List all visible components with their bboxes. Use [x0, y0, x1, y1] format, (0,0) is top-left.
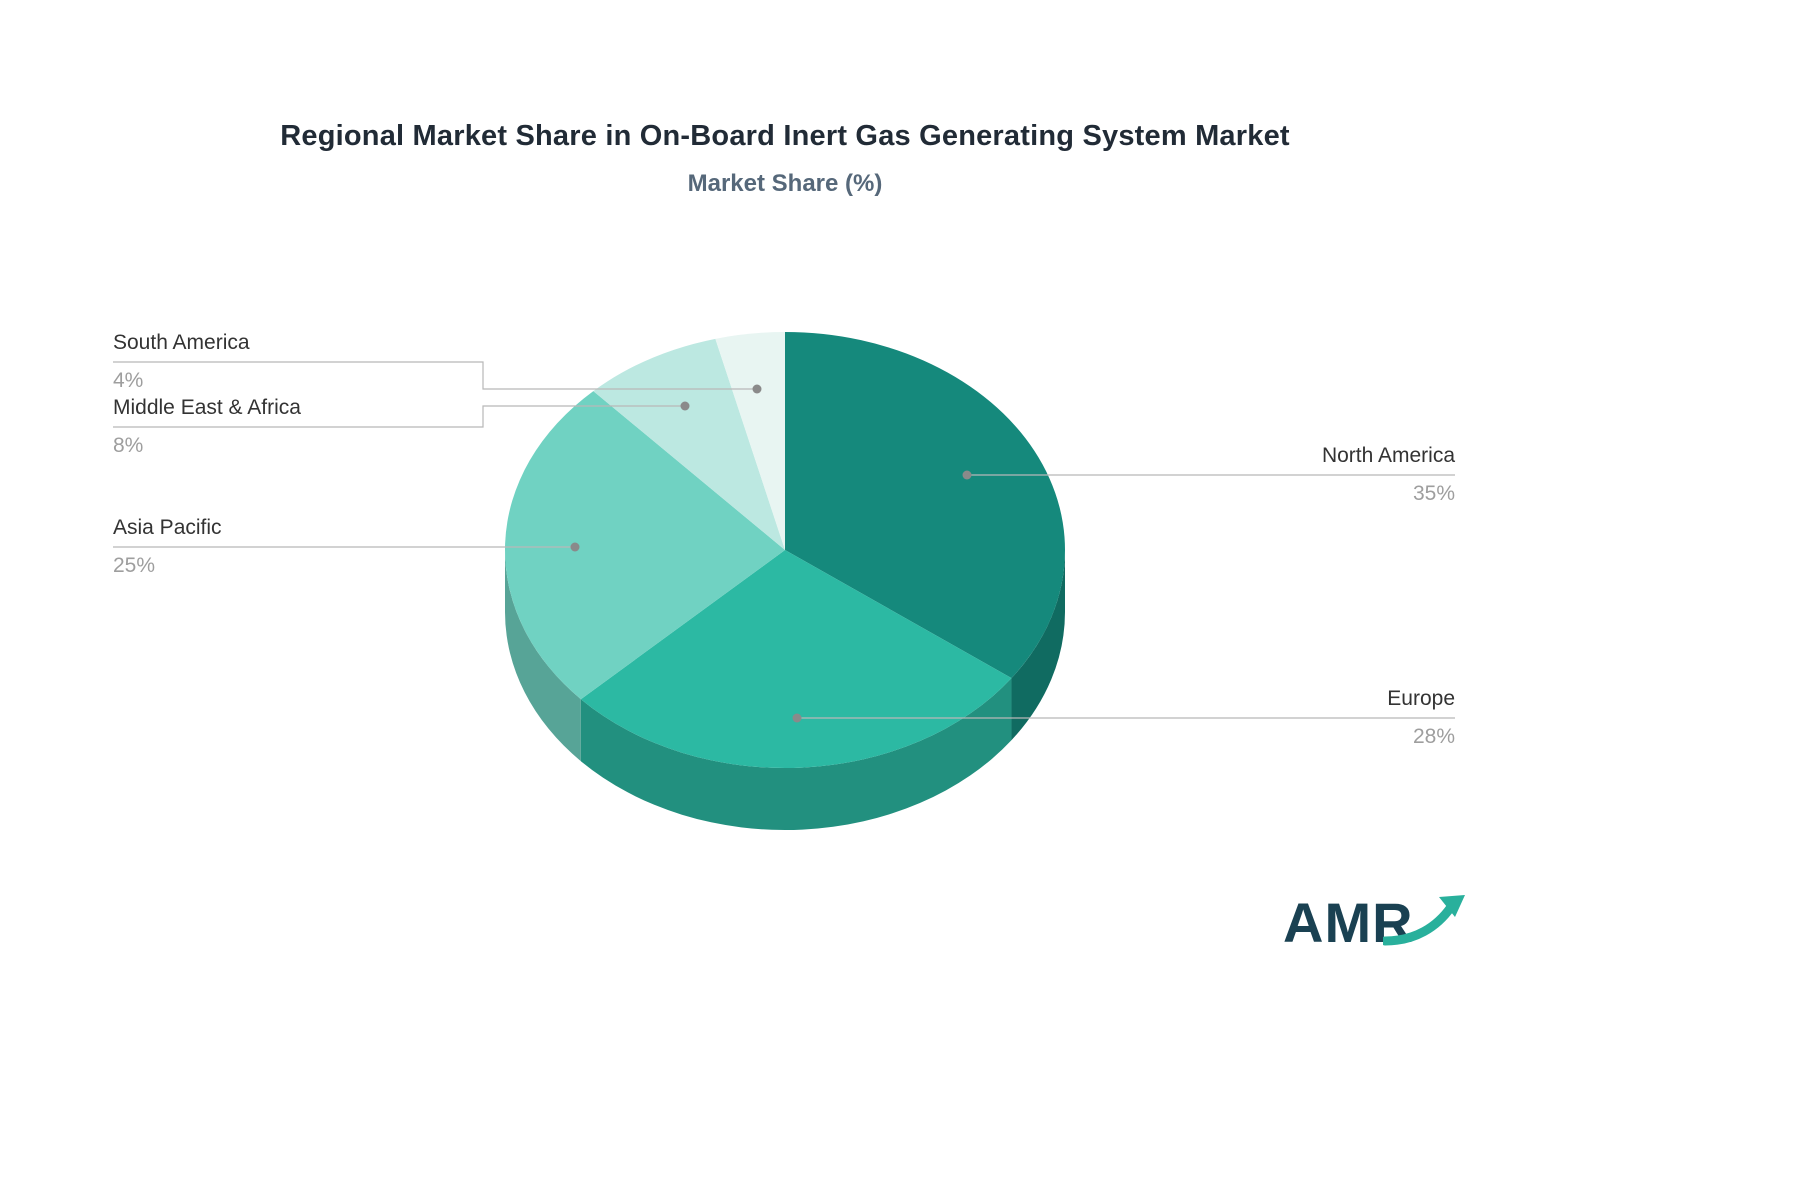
slice-percent: 28%	[1412, 725, 1455, 748]
callout-label-asia-pacific: Asia Pacific 25%	[113, 516, 222, 578]
slice-label: Asia Pacific	[113, 516, 222, 539]
callout-label-europe: Europe 28%	[1387, 687, 1455, 749]
slice-label: Europe	[1387, 687, 1455, 710]
chart-title: Regional Market Share in On-Board Inert …	[280, 120, 1290, 152]
pie-slice-side-europe	[580, 678, 1012, 830]
pie-slice-south-america[interactable]	[715, 332, 785, 550]
callout-label-south-america: South America 4%	[113, 331, 250, 393]
pie-slice-side-north-america	[1011, 550, 1065, 741]
slice-label: Middle East & Africa	[113, 396, 301, 419]
chart-subtitle: Market Share (%)	[687, 170, 883, 197]
dot-asia-pacific	[570, 542, 580, 552]
slice-percent: 4%	[113, 369, 144, 392]
callout-label-north-america: North America 35%	[1322, 444, 1455, 506]
slice-percent: 35%	[1412, 482, 1455, 505]
slice-label: South America	[113, 331, 250, 354]
dot-south-america	[752, 384, 762, 394]
amr-logo-arrow-icon	[1383, 895, 1465, 946]
pie-slice-side-asia-pacific	[505, 550, 581, 762]
connector-middle-east-africa	[113, 405, 685, 428]
slice-label: North America	[1321, 444, 1455, 467]
amr-logo: AMR	[1283, 893, 1465, 963]
pie-slice-europe[interactable]	[580, 550, 1012, 768]
pie-slice-asia-pacific[interactable]	[504, 391, 785, 700]
pie-slice-north-america[interactable]	[785, 332, 1065, 679]
pie-slices	[504, 332, 1065, 830]
pie-slice-middle-east-africa[interactable]	[593, 338, 785, 550]
callout-connectors	[113, 361, 1455, 719]
connector-south-america	[113, 361, 757, 390]
callout-label-middle-east-africa: Middle East & Africa 8%	[113, 396, 301, 458]
dot-europe	[792, 713, 802, 723]
slice-percent: 8%	[113, 434, 144, 457]
slice-percent: 25%	[113, 554, 156, 577]
dot-middle-east-africa	[680, 401, 690, 411]
dot-north-america	[962, 470, 972, 480]
callout-dots	[570, 384, 972, 723]
